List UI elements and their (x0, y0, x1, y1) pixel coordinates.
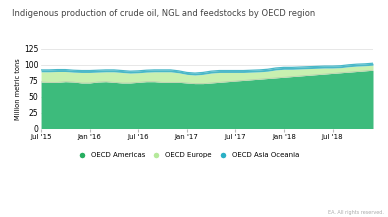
Legend: OECD Americas, OECD Europe, OECD Asia Oceania: OECD Americas, OECD Europe, OECD Asia Oc… (72, 150, 302, 161)
Text: Indigenous production of crude oil, NGL and feedstocks by OECD region: Indigenous production of crude oil, NGL … (12, 9, 315, 18)
Y-axis label: Million metric tons: Million metric tons (15, 58, 21, 120)
Text: EA. All rights reserved.: EA. All rights reserved. (328, 210, 384, 215)
